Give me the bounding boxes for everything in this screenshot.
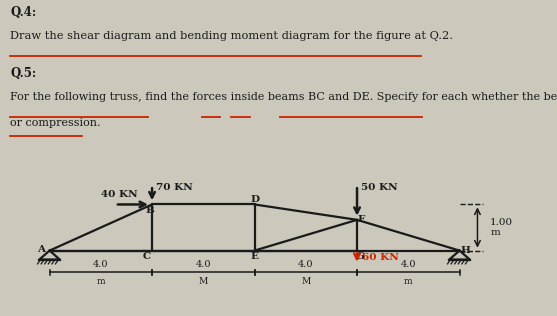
Text: Q.4:: Q.4: [10, 6, 36, 19]
Text: M: M [199, 277, 208, 286]
Text: For the following truss, find the forces inside beams BC and DE. Specify for eac: For the following truss, find the forces… [10, 92, 557, 102]
Text: 4.0: 4.0 [196, 260, 211, 269]
Text: H: H [460, 246, 470, 255]
Text: A: A [37, 245, 45, 254]
Text: 1.00
m: 1.00 m [490, 218, 514, 237]
Text: or compression.: or compression. [10, 118, 100, 128]
Text: 70 KN: 70 KN [156, 183, 193, 192]
Text: m: m [404, 277, 413, 286]
Text: 4.0: 4.0 [400, 260, 416, 269]
Text: Q.5:: Q.5: [10, 67, 36, 80]
Text: 60 KN: 60 KN [361, 253, 398, 262]
Text: M: M [301, 277, 310, 286]
Text: m: m [96, 277, 105, 286]
Text: B: B [145, 206, 154, 215]
Text: F: F [358, 215, 365, 224]
Text: C: C [143, 252, 150, 261]
Text: 4.0: 4.0 [93, 260, 109, 269]
Text: G: G [356, 252, 364, 261]
Text: 50 KN: 50 KN [361, 183, 398, 192]
Text: 40 KN: 40 KN [101, 190, 138, 199]
Text: 4.0: 4.0 [298, 260, 314, 269]
Text: Draw the shear diagram and bending moment diagram for the figure at Q.2.: Draw the shear diagram and bending momen… [10, 31, 453, 40]
Text: E: E [251, 252, 258, 261]
Text: D: D [250, 195, 259, 204]
